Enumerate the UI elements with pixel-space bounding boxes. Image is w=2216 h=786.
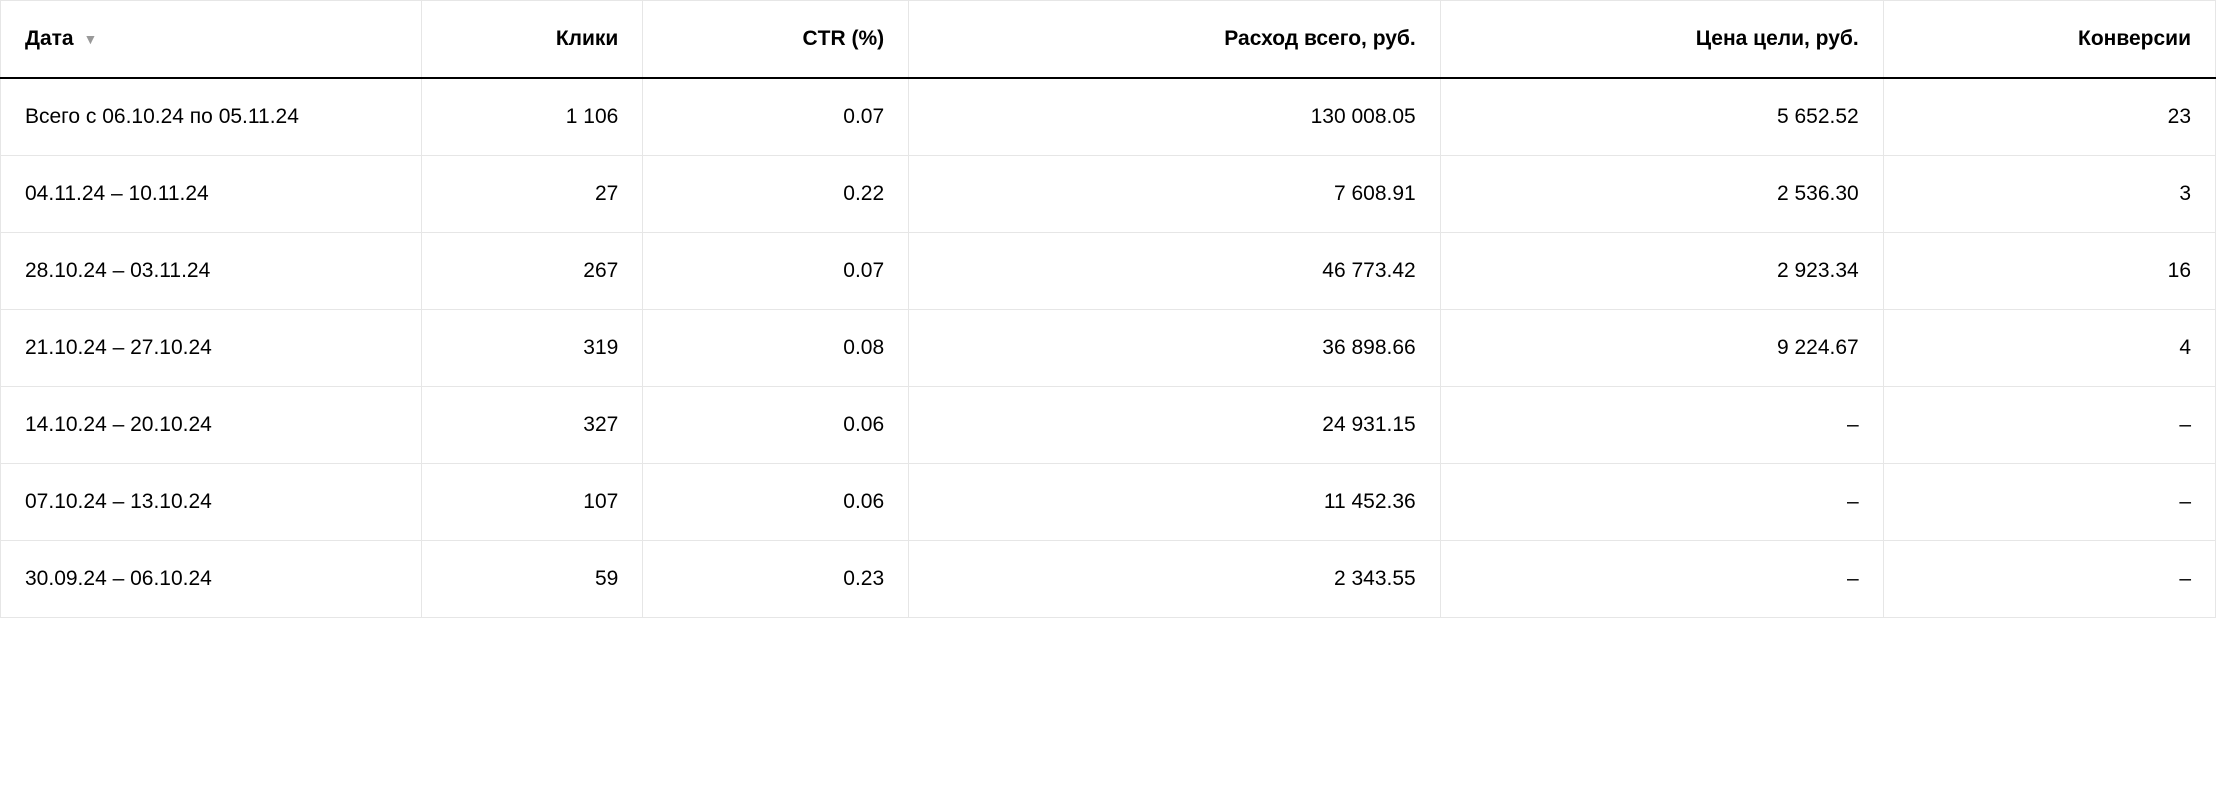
cell-conversions: –	[1883, 387, 2215, 464]
table-row: 21.10.24 – 27.10.243190.0836 898.669 224…	[1, 310, 2216, 387]
cell-ctr: 0.06	[643, 387, 909, 464]
cell-date: 14.10.24 – 20.10.24	[1, 387, 422, 464]
cell-goal-cost: 2 536.30	[1440, 156, 1883, 233]
cell-goal-cost: –	[1440, 541, 1883, 618]
summary-spend: 130 008.05	[909, 78, 1441, 156]
cell-goal-cost: –	[1440, 464, 1883, 541]
cell-conversions: –	[1883, 464, 2215, 541]
summary-ctr: 0.07	[643, 78, 909, 156]
summary-label: Всего с 06.10.24 по 05.11.24	[1, 78, 422, 156]
summary-clicks: 1 106	[421, 78, 643, 156]
cell-ctr: 0.07	[643, 233, 909, 310]
cell-conversions: –	[1883, 541, 2215, 618]
cell-date: 30.09.24 – 06.10.24	[1, 541, 422, 618]
cell-clicks: 27	[421, 156, 643, 233]
cell-spend: 46 773.42	[909, 233, 1441, 310]
cell-date: 04.11.24 – 10.11.24	[1, 156, 422, 233]
cell-ctr: 0.22	[643, 156, 909, 233]
header-spend[interactable]: Расход всего, руб.	[909, 1, 1441, 79]
cell-ctr: 0.06	[643, 464, 909, 541]
table-row: 14.10.24 – 20.10.243270.0624 931.15––	[1, 387, 2216, 464]
cell-date: 28.10.24 – 03.11.24	[1, 233, 422, 310]
cell-goal-cost: 9 224.67	[1440, 310, 1883, 387]
table-row: 07.10.24 – 13.10.241070.0611 452.36––	[1, 464, 2216, 541]
header-clicks[interactable]: Клики	[421, 1, 643, 79]
table-row: 28.10.24 – 03.11.242670.0746 773.422 923…	[1, 233, 2216, 310]
sort-desc-icon: ▼	[83, 31, 97, 47]
stats-table: Всего с 06.10.24 по 05.11.24 1 106 0.07 …	[0, 0, 2216, 618]
cell-spend: 36 898.66	[909, 310, 1441, 387]
cell-date: 07.10.24 – 13.10.24	[1, 464, 422, 541]
summary-conversions: 23	[1883, 78, 2215, 156]
cell-conversions: 16	[1883, 233, 2215, 310]
cell-ctr: 0.08	[643, 310, 909, 387]
stats-table-container: Всего с 06.10.24 по 05.11.24 1 106 0.07 …	[0, 0, 2216, 618]
cell-clicks: 59	[421, 541, 643, 618]
cell-spend: 24 931.15	[909, 387, 1441, 464]
cell-goal-cost: 2 923.34	[1440, 233, 1883, 310]
cell-clicks: 107	[421, 464, 643, 541]
cell-goal-cost: –	[1440, 387, 1883, 464]
header-date-label: Дата	[25, 27, 74, 50]
header-row: Дата ▼ Клики CTR (%) Расход всего, руб. …	[1, 1, 2216, 79]
table-row: 30.09.24 – 06.10.24590.232 343.55––	[1, 541, 2216, 618]
header-goal-cost[interactable]: Цена цели, руб.	[1440, 1, 1883, 79]
cell-clicks: 327	[421, 387, 643, 464]
header-date[interactable]: Дата ▼	[1, 1, 422, 79]
cell-spend: 2 343.55	[909, 541, 1441, 618]
header-conversions[interactable]: Конверсии	[1883, 1, 2215, 79]
table-row: 04.11.24 – 10.11.24270.227 608.912 536.3…	[1, 156, 2216, 233]
summary-row: Всего с 06.10.24 по 05.11.24 1 106 0.07 …	[1, 78, 2216, 156]
cell-spend: 11 452.36	[909, 464, 1441, 541]
cell-ctr: 0.23	[643, 541, 909, 618]
cell-spend: 7 608.91	[909, 156, 1441, 233]
summary-goal-cost: 5 652.52	[1440, 78, 1883, 156]
cell-clicks: 319	[421, 310, 643, 387]
cell-date: 21.10.24 – 27.10.24	[1, 310, 422, 387]
header-ctr[interactable]: CTR (%)	[643, 1, 909, 79]
cell-conversions: 4	[1883, 310, 2215, 387]
cell-conversions: 3	[1883, 156, 2215, 233]
cell-clicks: 267	[421, 233, 643, 310]
